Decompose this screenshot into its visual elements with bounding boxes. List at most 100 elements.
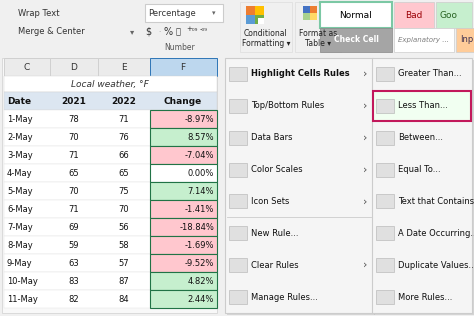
Text: %: %	[164, 27, 173, 37]
Bar	[4, 218, 217, 236]
Text: New Rule...: New Rule...	[251, 229, 299, 238]
Text: $: $	[145, 27, 151, 37]
Text: 6-May: 6-May	[7, 204, 33, 214]
Bar	[4, 254, 217, 272]
Text: Formatting ▾: Formatting ▾	[242, 40, 290, 48]
Text: Percentage: Percentage	[148, 9, 196, 17]
Text: 70: 70	[69, 186, 79, 196]
Bar	[150, 164, 217, 182]
Text: Date: Date	[7, 96, 31, 106]
Bar	[373, 91, 471, 121]
Bar	[376, 258, 394, 272]
Bar	[150, 290, 217, 308]
Text: 66: 66	[118, 150, 129, 160]
Text: ›: ›	[363, 69, 367, 79]
Text: Between...: Between...	[398, 133, 443, 142]
Bar	[240, 2, 292, 52]
Text: ›: ›	[363, 260, 367, 270]
Text: Bad: Bad	[405, 10, 423, 20]
Bar	[98, 58, 150, 76]
Bar	[4, 58, 50, 76]
Bar	[227, 60, 375, 315]
Text: ▾: ▾	[130, 27, 134, 37]
Bar	[320, 28, 392, 52]
Text: 4.82%: 4.82%	[188, 276, 214, 285]
Text: Check Cell: Check Cell	[334, 35, 378, 45]
Text: -1.41%: -1.41%	[185, 204, 214, 214]
Text: Explanatory ...: Explanatory ...	[398, 37, 449, 43]
Bar	[436, 2, 472, 28]
Text: ›: ›	[363, 165, 367, 174]
Bar	[258, 18, 264, 24]
Text: Conditional: Conditional	[244, 29, 288, 39]
Text: -8.97%: -8.97%	[184, 114, 214, 124]
Text: 5-May: 5-May	[7, 186, 33, 196]
Text: E: E	[121, 63, 127, 71]
Text: 1-May: 1-May	[7, 114, 33, 124]
Text: 71: 71	[118, 114, 129, 124]
Text: 7.14%: 7.14%	[188, 186, 214, 196]
Bar	[229, 194, 247, 209]
Text: Manage Rules...: Manage Rules...	[251, 293, 318, 301]
Text: ›: ›	[363, 133, 367, 143]
Text: ▾: ▾	[212, 10, 216, 16]
Text: Less Than...: Less Than...	[398, 101, 448, 110]
Bar	[4, 76, 217, 92]
Bar	[376, 67, 394, 81]
Text: 2.44%: 2.44%	[188, 295, 214, 303]
Text: 65: 65	[118, 168, 129, 178]
Bar	[4, 164, 217, 182]
Text: 2-May: 2-May	[7, 132, 33, 142]
Bar	[2, 58, 217, 313]
Bar	[0, 42, 474, 55]
Text: Greater Than...: Greater Than...	[398, 70, 462, 78]
Bar	[150, 254, 217, 272]
Text: 71: 71	[69, 150, 79, 160]
Text: Top/Bottom Rules: Top/Bottom Rules	[251, 101, 324, 110]
Bar	[229, 162, 247, 177]
Text: +₀₉: +₀₉	[186, 26, 197, 32]
Bar	[150, 146, 217, 164]
Bar	[229, 290, 247, 304]
Text: ›: ›	[363, 101, 367, 111]
Text: -₀₉: -₀₉	[200, 26, 208, 32]
Text: Table ▾: Table ▾	[305, 40, 331, 48]
Bar	[372, 58, 472, 313]
Bar	[320, 2, 392, 28]
Bar	[150, 58, 217, 76]
Bar	[4, 92, 217, 110]
Text: F: F	[181, 63, 185, 71]
Text: 2022: 2022	[111, 96, 137, 106]
Text: 78: 78	[69, 114, 79, 124]
Text: 11-May: 11-May	[7, 295, 38, 303]
Bar	[229, 131, 247, 145]
Text: 8-May: 8-May	[7, 240, 33, 250]
Bar	[255, 6, 264, 15]
Text: 87: 87	[118, 276, 129, 285]
Bar	[376, 290, 394, 304]
Text: D: D	[71, 63, 77, 71]
Text: 4-May: 4-May	[7, 168, 33, 178]
Text: 57: 57	[118, 258, 129, 268]
Text: 10-May: 10-May	[7, 276, 38, 285]
Bar	[4, 146, 217, 164]
Text: 0.00%: 0.00%	[188, 168, 214, 178]
Bar	[376, 162, 394, 177]
Text: -18.84%: -18.84%	[179, 222, 214, 232]
Text: Normal: Normal	[340, 10, 373, 20]
Text: Number: Number	[164, 44, 195, 52]
Text: Local weather, °F: Local weather, °F	[71, 80, 149, 88]
Text: -9.52%: -9.52%	[185, 258, 214, 268]
Bar	[229, 99, 247, 113]
Bar	[0, 52, 474, 55]
Bar	[374, 60, 474, 315]
Text: 76: 76	[118, 132, 129, 142]
Text: Color Scales: Color Scales	[251, 165, 302, 174]
Text: 71: 71	[69, 204, 79, 214]
Bar	[150, 236, 217, 254]
Bar	[150, 218, 217, 236]
Bar	[150, 200, 217, 218]
Text: Duplicate Values...: Duplicate Values...	[398, 261, 474, 270]
Bar	[255, 15, 264, 24]
Text: ›: ›	[363, 197, 367, 206]
